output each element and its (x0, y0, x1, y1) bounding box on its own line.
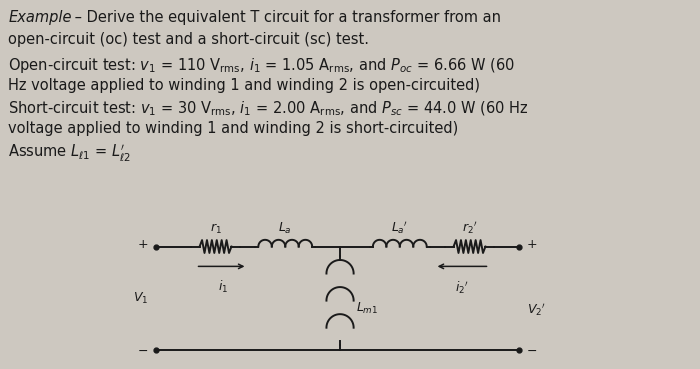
Text: $r_2{}'$: $r_2{}'$ (462, 219, 477, 236)
Text: voltage applied to winding 1 and winding 2 is short-circuited): voltage applied to winding 1 and winding… (8, 121, 458, 137)
Text: $L_a$: $L_a$ (279, 221, 292, 236)
Text: $L_a{}'$: $L_a{}'$ (391, 219, 408, 236)
Text: +: + (137, 238, 148, 251)
Text: +: + (527, 238, 538, 251)
Text: Assume $L_{\ell 1}$ = $L_{\ell 2}'$: Assume $L_{\ell 1}$ = $L_{\ell 2}'$ (8, 143, 132, 165)
Text: Hz voltage applied to winding 1 and winding 2 is open-circuited): Hz voltage applied to winding 1 and wind… (8, 78, 480, 93)
Text: −: − (527, 345, 538, 358)
Text: $i_2{}'$: $i_2{}'$ (455, 279, 469, 296)
Text: $V_1$: $V_1$ (132, 291, 148, 306)
Text: $i_1$: $i_1$ (218, 279, 228, 295)
Text: −: − (138, 345, 148, 358)
Text: Short-circuit test: $v_1$ = 30 V$_{\rm rms}$, $i_1$ = 2.00 A$_{\rm rms}$, and $P: Short-circuit test: $v_1$ = 30 V$_{\rm r… (8, 100, 528, 118)
Text: open-circuit (oc) test and a short-circuit (sc) test.: open-circuit (oc) test and a short-circu… (8, 32, 370, 47)
Text: $L_{m1}$: $L_{m1}$ (356, 301, 378, 316)
Text: – Derive the equivalent T circuit for a transformer from an: – Derive the equivalent T circuit for a … (70, 10, 501, 25)
Text: Open-circuit test: $v_1$ = 110 V$_{\rm rms}$, $i_1$ = 1.05 A$_{\rm rms}$, and $P: Open-circuit test: $v_1$ = 110 V$_{\rm r… (8, 56, 515, 75)
Text: Example: Example (8, 10, 72, 25)
Text: $V_2{}'$: $V_2{}'$ (527, 302, 546, 318)
Text: $r_1$: $r_1$ (209, 221, 221, 236)
